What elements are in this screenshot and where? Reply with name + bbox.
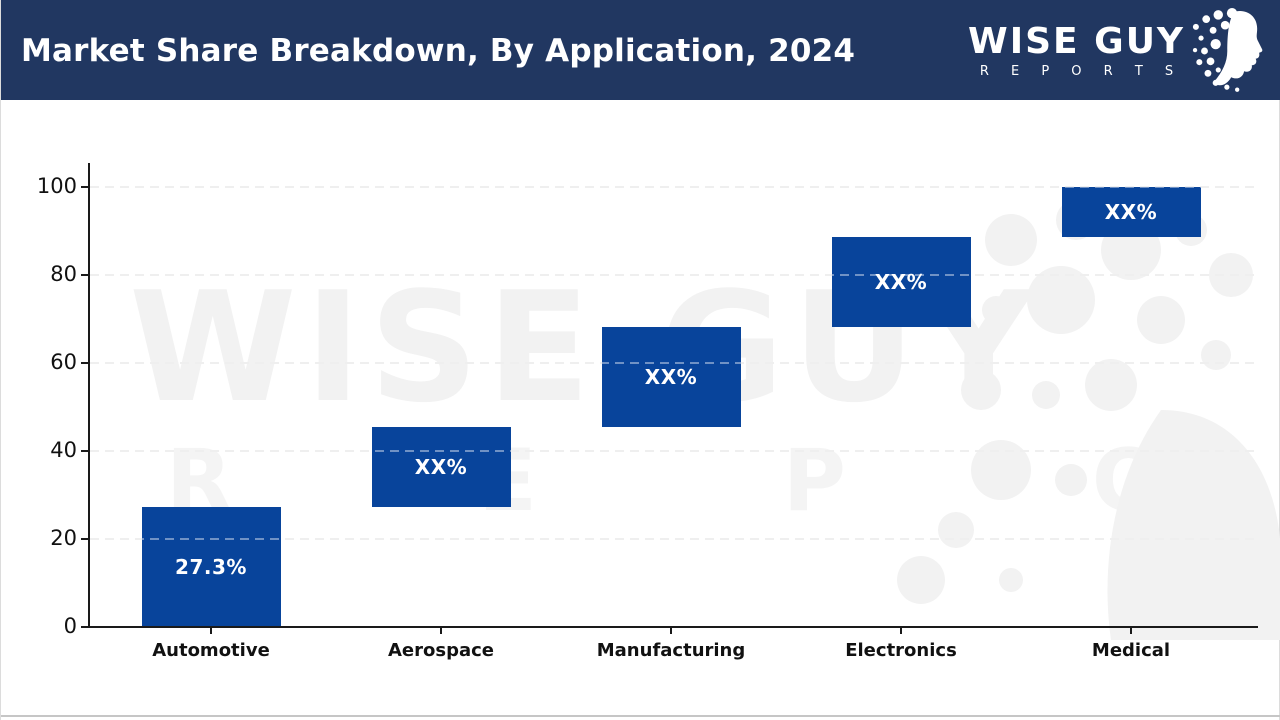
x-tick-medical bbox=[1130, 628, 1132, 634]
wise-guy-face-icon bbox=[1192, 8, 1263, 92]
x-tick-aerospace bbox=[440, 628, 442, 634]
x-tick-manufacturing bbox=[670, 628, 672, 634]
logo-line1: WISE GUY bbox=[967, 21, 1185, 62]
watermark-reports: R E P O R T S bbox=[166, 431, 1280, 531]
bar-medical: XX% bbox=[1061, 187, 1201, 238]
x-tick-electronics bbox=[900, 628, 902, 634]
y-axis-line bbox=[88, 163, 90, 628]
x-tick-automotive bbox=[210, 628, 212, 634]
bar-automotive: 27.3% bbox=[141, 506, 281, 627]
gridline-overlay-100 bbox=[90, 186, 1256, 188]
x-category-label-medical: Medical bbox=[1091, 640, 1171, 661]
gridline-20 bbox=[90, 538, 1256, 540]
gridline-80 bbox=[90, 274, 1256, 276]
y-tick-40 bbox=[81, 450, 89, 452]
x-category-label-aerospace: Aerospace bbox=[387, 640, 494, 661]
bar-value-label-automotive: 27.3% bbox=[175, 554, 247, 579]
bar-electronics: XX% bbox=[831, 237, 971, 327]
gridline-overlay-60 bbox=[90, 362, 1256, 364]
wise-guy-logo: WISE GUY R E P O R T S bbox=[968, 6, 1265, 96]
bar-value-label-manufacturing: XX% bbox=[644, 364, 698, 389]
bar-value-label-electronics: XX% bbox=[874, 270, 928, 295]
gridline-overlay-80 bbox=[90, 274, 1256, 276]
y-tick-20 bbox=[81, 538, 89, 540]
gridline-100 bbox=[90, 186, 1256, 188]
x-category-label-automotive: Automotive bbox=[152, 640, 270, 661]
y-tick-label-40: 40 bbox=[50, 438, 77, 462]
logo-line2: R E P O R T S bbox=[979, 64, 1183, 79]
bar-value-label-medical: XX% bbox=[1104, 200, 1158, 225]
y-tick-60 bbox=[81, 362, 89, 364]
y-tick-label-0: 0 bbox=[63, 614, 77, 638]
gridline-overlay-20 bbox=[90, 538, 1256, 540]
logo-wordmark: WISE GUY R E P O R T S bbox=[968, 22, 1185, 80]
y-tick-0 bbox=[81, 626, 89, 628]
y-tick-label-60: 60 bbox=[50, 350, 77, 374]
bar-manufacturing: XX% bbox=[601, 326, 741, 427]
x-axis-line bbox=[88, 626, 1258, 628]
page-title: Market Share Breakdown, By Application, … bbox=[21, 33, 856, 69]
bar-value-label-aerospace: XX% bbox=[414, 454, 468, 479]
x-category-label-electronics: Electronics bbox=[845, 640, 957, 661]
y-tick-label-100: 100 bbox=[36, 174, 77, 198]
y-tick-100 bbox=[81, 186, 89, 188]
x-category-label-manufacturing: Manufacturing bbox=[596, 640, 746, 661]
bar-aerospace: XX% bbox=[371, 426, 511, 507]
y-tick-label-80: 80 bbox=[50, 262, 77, 286]
header-bar: Market Share Breakdown, By Application, … bbox=[1, 0, 1280, 100]
footer-divider bbox=[1, 715, 1280, 717]
gridline-overlay-40 bbox=[90, 450, 1256, 452]
y-tick-label-20: 20 bbox=[50, 526, 77, 550]
y-tick-80 bbox=[81, 274, 89, 276]
gridline-40 bbox=[90, 450, 1256, 452]
